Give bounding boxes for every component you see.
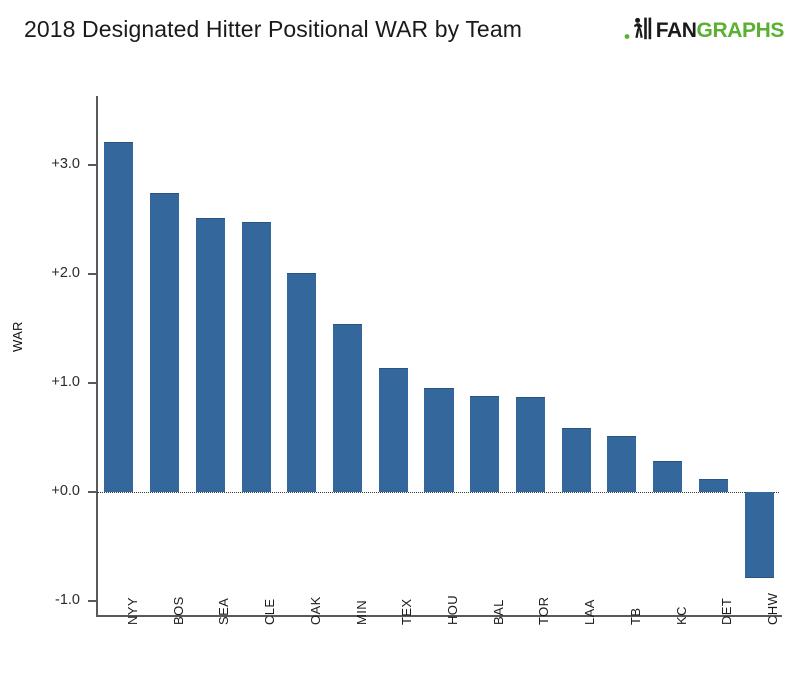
y-axis-title: WAR (10, 321, 25, 352)
y-axis-tick-label-text: -1.0 (55, 592, 80, 608)
y-axis-tick (88, 273, 97, 275)
brand-fan-text: FAN (655, 18, 697, 42)
bar (653, 461, 683, 492)
chart-header: 2018 Designated Hitter Positional WAR by… (0, 0, 800, 62)
y-axis-tick (88, 491, 97, 493)
y-axis-tick-label-text: +1.0 (51, 374, 80, 390)
y-axis-tick-label-text: +0.0 (51, 483, 80, 499)
brand-graphs-text: GRAPHS (696, 18, 785, 42)
bar (195, 218, 225, 492)
bar (515, 397, 545, 492)
y-axis-tick-label-text: +2.0 (51, 265, 80, 281)
x-axis-label: MIN (353, 599, 369, 625)
x-axis-label: SEA (216, 597, 232, 625)
x-axis-label: DET (719, 597, 735, 625)
y-axis-tick-label-text: +3.0 (51, 156, 80, 172)
x-axis-label: LAA (582, 599, 598, 625)
y-axis-tick-label: +0.0 (34, 483, 80, 501)
x-axis-label: BOS (170, 596, 186, 625)
x-axis-label: TB (627, 607, 643, 625)
x-axis-line (96, 615, 782, 617)
y-axis-tick (88, 382, 97, 384)
x-axis-label: KC (673, 606, 689, 625)
y-axis-tick (88, 164, 97, 166)
bar (698, 478, 728, 492)
bar (561, 427, 591, 492)
fangraphs-logo: FANGRAPHS (624, 16, 785, 45)
bar (287, 272, 317, 492)
x-axis-label: BAL (490, 599, 506, 625)
y-axis-tick-label: +2.0 (34, 265, 80, 283)
x-axis-label: NYY (124, 597, 140, 625)
page-title: 2018 Designated Hitter Positional WAR by… (24, 16, 522, 42)
y-axis-tick (88, 600, 97, 602)
bar (378, 367, 408, 492)
bar (470, 396, 500, 492)
fangraphs-runner-icon (624, 16, 654, 45)
brand-wordmark: FANGRAPHS (655, 18, 785, 42)
bar (424, 388, 454, 492)
bar (333, 324, 363, 492)
y-axis-tick-label: +1.0 (34, 374, 80, 392)
x-axis-label: OAK (307, 596, 323, 625)
bar (104, 142, 134, 492)
bar (150, 193, 180, 492)
x-axis-label: HOU (445, 594, 460, 625)
bar (241, 221, 271, 492)
y-axis-tick-label: -1.0 (34, 592, 80, 610)
y-axis-tick-label: +3.0 (34, 156, 80, 174)
x-axis-label: TEX (399, 598, 415, 625)
x-axis-label: CLE (262, 598, 278, 626)
y-axis-line (96, 96, 98, 616)
x-axis-label: CHW (765, 592, 781, 625)
zero-line (97, 492, 779, 493)
bar (607, 436, 637, 492)
x-axis-label: TOR (536, 596, 552, 625)
bar (744, 492, 774, 579)
